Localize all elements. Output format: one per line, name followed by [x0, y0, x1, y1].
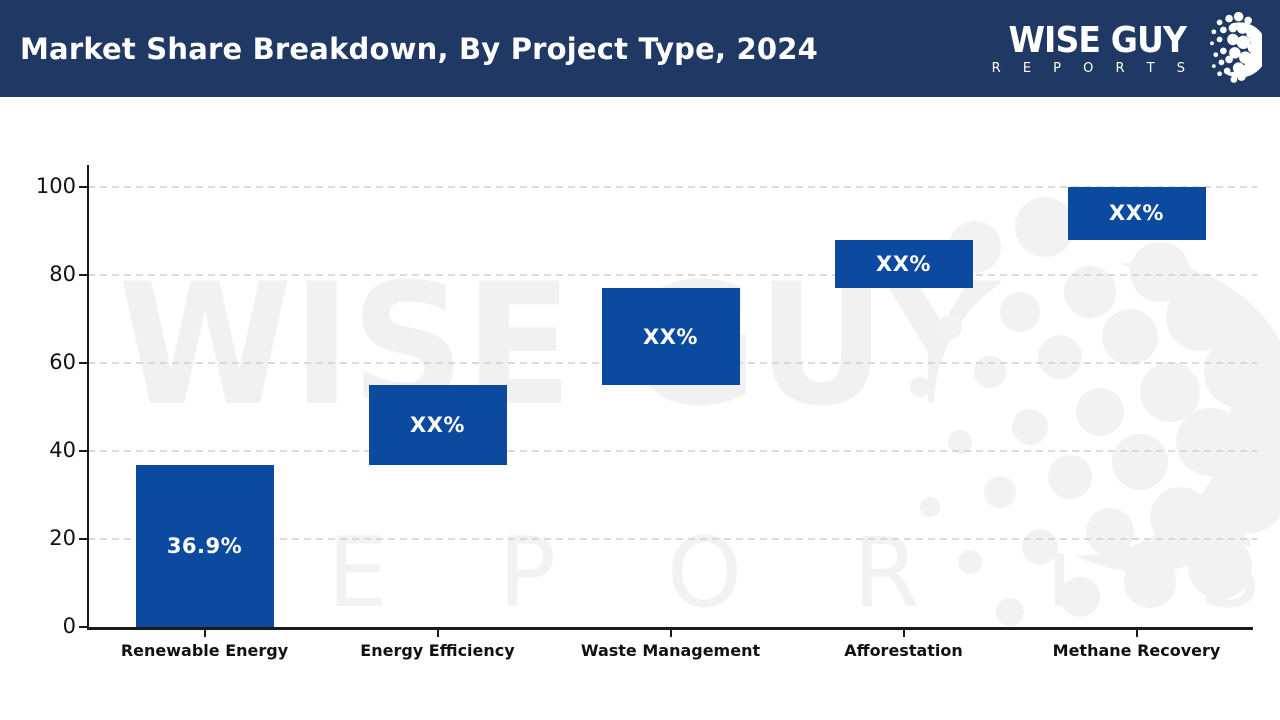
bar-segment-4: XX%	[1067, 187, 1206, 240]
x-category-label-2: Waste Management	[580, 641, 761, 660]
y-tick-label-80: 80	[49, 262, 76, 286]
gridline-80	[88, 274, 1257, 276]
x-axis-tick-1	[436, 630, 439, 637]
bar-value-label: XX%	[876, 251, 931, 276]
wiseguy-logo-line1: WISE GUY	[1008, 19, 1187, 61]
y-axis-tick-60	[79, 362, 87, 364]
watermark-face-dots	[885, 190, 1280, 626]
x-category-label-4: Methane Recovery	[1052, 641, 1221, 660]
y-tick-label-100: 100	[35, 174, 76, 198]
bar-segment-1: XX%	[368, 385, 507, 465]
wiseguy-logo: WISE GUY R E P O R T S	[986, 9, 1280, 89]
y-tick-label-60: 60	[49, 350, 76, 374]
header-bar: Market Share Breakdown, By Project Type,…	[0, 0, 1280, 97]
wiseguy-logo-line2: R E P O R T S	[991, 60, 1194, 76]
y-tick-label-20: 20	[49, 526, 76, 550]
y-tick-label-40: 40	[49, 438, 76, 462]
bar-value-label: XX%	[410, 412, 465, 437]
y-axis-tick-100	[79, 186, 87, 188]
x-category-label-3: Afforestation	[844, 641, 963, 660]
y-tick-label-0: 0	[62, 614, 76, 638]
x-category-label-0: Renewable Energy	[120, 641, 289, 660]
x-axis-line	[87, 627, 1253, 630]
gridline-100	[88, 186, 1257, 188]
wiseguy-logo-text: WISE GUY R E P O R T S	[986, 19, 1194, 76]
bar-segment-2: XX%	[601, 288, 740, 385]
x-axis-tick-0	[203, 630, 206, 637]
x-axis-tick-3	[902, 630, 905, 637]
bar-segment-3: XX%	[834, 239, 973, 289]
x-axis-tick-2	[669, 630, 672, 637]
page-title: Market Share Breakdown, By Project Type,…	[20, 31, 819, 66]
bar-value-label: XX%	[1109, 201, 1164, 226]
bar-value-label: XX%	[643, 324, 698, 349]
y-axis-tick-80	[79, 274, 87, 276]
x-axis-tick-4	[1135, 630, 1138, 637]
y-axis-tick-40	[79, 450, 87, 452]
gridline-40	[88, 450, 1257, 452]
y-axis-tick-0	[79, 626, 87, 628]
y-axis-line	[87, 165, 89, 630]
x-category-label-1: Energy Efficiency	[360, 641, 515, 660]
chart-canvas: WISE GUY R E P O R T S	[0, 97, 1280, 720]
wiseguy-face-icon	[1201, 11, 1262, 83]
y-axis-tick-20	[79, 538, 87, 540]
bar-value-label: 36.9%	[166, 533, 243, 558]
bar-segment-0: 36.9%	[135, 464, 274, 627]
gridline-20	[88, 538, 1257, 540]
